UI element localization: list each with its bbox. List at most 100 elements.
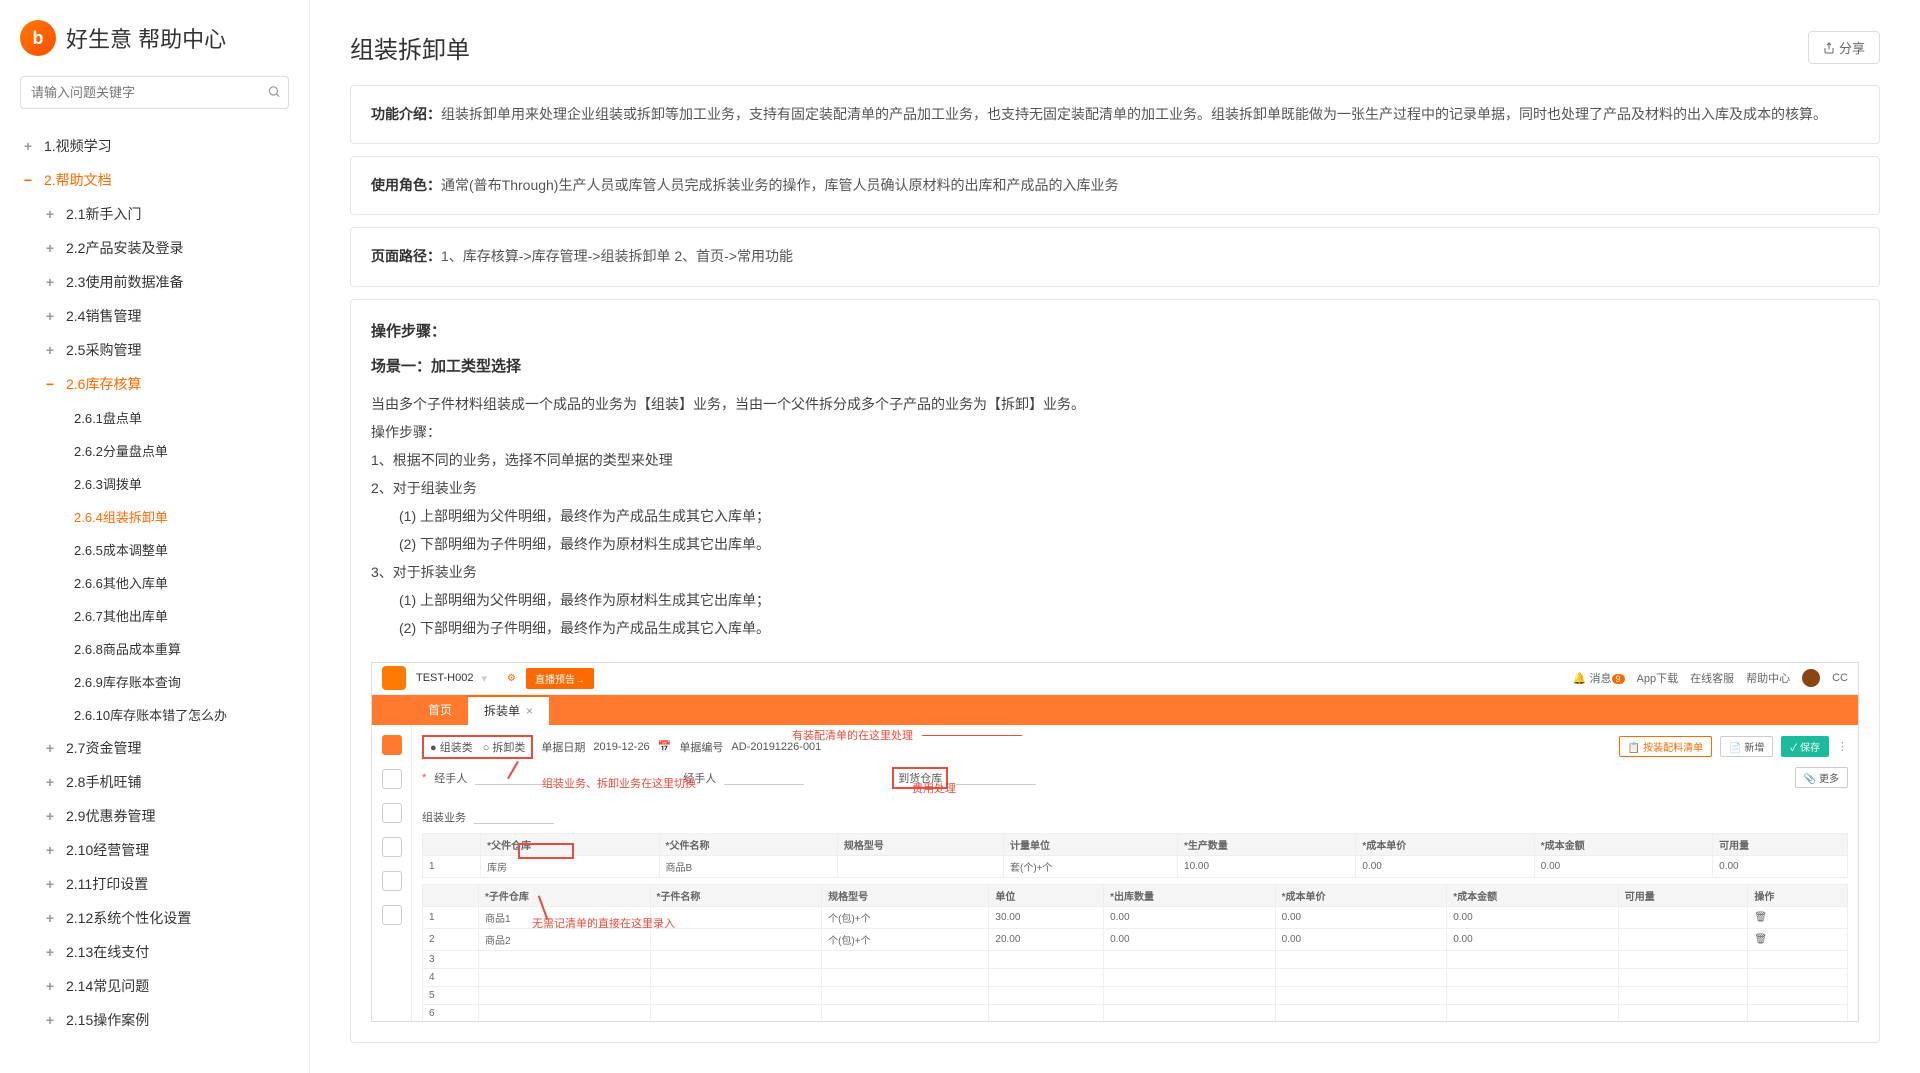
steps-title: 操作步骤： (371, 320, 1859, 341)
sidebar-item[interactable]: −2.帮助文档 (20, 163, 289, 197)
step3: 3、对于拆装业务 (371, 558, 1859, 586)
sidebar-item[interactable]: +2.8手机旺铺 (20, 765, 289, 799)
step2: 2、对于组装业务 (371, 474, 1859, 502)
expand-icon: + (20, 138, 36, 154)
ss-doc-label: 单据编号 (679, 739, 723, 755)
sidebar-item[interactable]: +2.9优惠券管理 (20, 799, 289, 833)
ss-promo-btn: 直播预告→ (526, 668, 594, 689)
ss-user: CC (1832, 672, 1848, 684)
ss-date-label: 单据日期 (541, 739, 585, 755)
sidebar-item[interactable]: +2.11打印设置 (20, 867, 289, 901)
expand-icon: + (42, 944, 58, 960)
sidebar-item[interactable]: 2.6.9库存账本查询 (20, 665, 289, 698)
step1: 1、根据不同的业务，选择不同单据的类型来处理 (371, 446, 1859, 474)
sidebar-item-label: 2.6.10库存账本错了怎么办 (74, 705, 227, 724)
ss-row-1: ● 组装类 ○ 拆卸类 单据日期 2019-12-26 📅 单据编号 AD-20… (422, 735, 1848, 759)
sidebar-item[interactable]: +2.12系统个性化设置 (20, 901, 289, 935)
sidebar-item[interactable]: +2.3使用前数据准备 (20, 265, 289, 299)
collapse-icon: − (42, 376, 58, 392)
sidebar-item[interactable]: 2.6.4组装拆卸单 (20, 500, 289, 533)
step3-1: (1) 上部明细为父件明细，最终作为原材料生成其它出库单； (371, 586, 1859, 614)
share-icon (1823, 42, 1835, 54)
sidebar-item-label: 2.6库存核算 (66, 374, 141, 394)
ss-parent-table: *父件仓库*父件名称规格型号计量单位*生产数量*成本单价*成本金额可用量 1库房… (422, 833, 1848, 878)
sidebar-item[interactable]: +2.10经营管理 (20, 833, 289, 867)
path-label: 页面路径： (371, 248, 441, 264)
share-button[interactable]: 分享 (1808, 31, 1880, 64)
ss-nav-icon (382, 871, 402, 891)
expand-icon: + (42, 1012, 58, 1028)
page-title: 组装拆卸单 (350, 30, 470, 65)
sidebar-item[interactable]: +2.5采购管理 (20, 333, 289, 367)
sidebar-item-label: 2.6.3调拨单 (74, 474, 142, 493)
sidebar-item-label: 2.6.8商品成本重算 (74, 639, 181, 658)
sidebar-item[interactable]: 2.6.2分量盘点单 (20, 434, 289, 467)
sidebar-item-label: 2.15操作案例 (66, 1010, 149, 1030)
ss-date-val: 2019-12-26 (593, 741, 649, 753)
sidebar-item[interactable]: −2.6库存核算 (20, 367, 289, 401)
sidebar-item-label: 2.6.4组装拆卸单 (74, 507, 168, 526)
sidebar-item[interactable]: 2.6.10库存账本错了怎么办 (20, 698, 289, 731)
sidebar-item-label: 2.1新手入门 (66, 204, 141, 224)
ss-logo-icon (382, 666, 406, 690)
ss-btn-new: 📄 新增 (1720, 736, 1773, 757)
intro-box: 功能介绍：组装拆卸单用来处理企业组装或拆卸等加工业务，支持有固定装配清单的产品加… (350, 85, 1880, 144)
sidebar-item[interactable]: 2.6.8商品成本重算 (20, 632, 289, 665)
nav-list: +1.视频学习−2.帮助文档+2.1新手入门+2.2产品安装及登录+2.3使用前… (20, 129, 289, 1037)
logo-icon: b (20, 20, 56, 56)
ss-radio1: ● 组装类 (430, 739, 473, 755)
logo: b 好生意 帮助中心 (20, 20, 289, 56)
sidebar-item[interactable]: +2.7资金管理 (20, 731, 289, 765)
embedded-screenshot: TEST-H002 ▾ ⚙ 直播预告→ 🔔 消息9 App下载 在线客服 帮助中… (371, 662, 1859, 1022)
sidebar-item-label: 2.14常见问题 (66, 976, 149, 996)
ss-topbar-right: 🔔 消息9 App下载 在线客服 帮助中心 CC (1573, 669, 1848, 687)
sidebar-item[interactable]: +2.14常见问题 (20, 969, 289, 1003)
logo-text: 好生意 帮助中心 (66, 22, 226, 54)
sidebar-item[interactable]: +2.13在线支付 (20, 935, 289, 969)
ss-dropdown-icon: ▾ (481, 672, 487, 685)
steps-section: 操作步骤： 场景一：加工类型选择 当由多个子件材料组装成一个成品的业务为【组装】… (350, 299, 1880, 1043)
page-header: 组装拆卸单 分享 (350, 30, 1880, 65)
expand-icon: + (42, 274, 58, 290)
expand-icon: + (42, 910, 58, 926)
sidebar-item[interactable]: +1.视频学习 (20, 129, 289, 163)
sidebar-item-label: 2.6.5成本调整单 (74, 540, 168, 559)
sidebar-item[interactable]: 2.6.1盘点单 (20, 401, 289, 434)
sidebar-item[interactable]: +2.4销售管理 (20, 299, 289, 333)
sidebar-item[interactable]: +2.1新手入门 (20, 197, 289, 231)
sidebar-item-label: 2.帮助文档 (44, 170, 112, 190)
ss-radio-group: ● 组装类 ○ 拆卸类 (422, 735, 533, 759)
expand-icon: + (42, 342, 58, 358)
ss-radio2: ○ 拆卸类 (483, 739, 526, 755)
intro-text: 组装拆卸单用来处理企业组装或拆卸等加工业务，支持有固定装配清单的产品加工业务，也… (441, 106, 1827, 122)
search-icon[interactable] (267, 84, 281, 101)
step2-2: (2) 下部明细为子件明细，最终作为原材料生成其它出库单。 (371, 530, 1859, 558)
ss-nav-icon (382, 803, 402, 823)
sidebar-item[interactable]: +2.2产品安装及登录 (20, 231, 289, 265)
ss-msg: 🔔 消息9 (1573, 670, 1625, 686)
ss-btn-save: ✓ 保存 (1781, 736, 1829, 757)
sidebar-item[interactable]: +2.15操作案例 (20, 1003, 289, 1037)
sidebar-item[interactable]: 2.6.6其他入库单 (20, 566, 289, 599)
sidebar-item[interactable]: 2.6.3调拨单 (20, 467, 289, 500)
ss-nav-icon (382, 905, 402, 925)
sidebar-item-label: 2.3使用前数据准备 (66, 272, 183, 292)
ss-help: 帮助中心 (1746, 670, 1790, 686)
ss-red-highlight (518, 843, 574, 859)
ss-arrow1 (922, 735, 1022, 736)
sidebar-item[interactable]: 2.6.5成本调整单 (20, 533, 289, 566)
sidebar-item-label: 2.13在线支付 (66, 942, 149, 962)
path-text: 1、库存核算->库存管理->组装拆卸单 2、首页->常用功能 (441, 248, 793, 264)
search-input[interactable] (20, 76, 289, 109)
expand-icon: + (42, 240, 58, 256)
ss-annot4: 无需记清单的直接在这里录入 (532, 915, 675, 931)
scene-title: 场景一：加工类型选择 (371, 355, 1859, 376)
scene-desc: 当由多个子件材料组装成一个成品的业务为【组装】业务，当由一个父件拆分成多个子产品… (371, 390, 1859, 418)
sidebar-item[interactable]: 2.6.7其他出库单 (20, 599, 289, 632)
ss-leftnav (372, 725, 412, 1021)
step2-1: (1) 上部明细为父件明细，最终作为产成品生成其它入库单； (371, 502, 1859, 530)
ss-btn-gen: 📋 按装配料清单 (1619, 736, 1712, 757)
sidebar-item-label: 2.6.1盘点单 (74, 408, 142, 427)
ss-promo: ⚙ (507, 673, 516, 684)
sidebar-item-label: 2.5采购管理 (66, 340, 141, 360)
